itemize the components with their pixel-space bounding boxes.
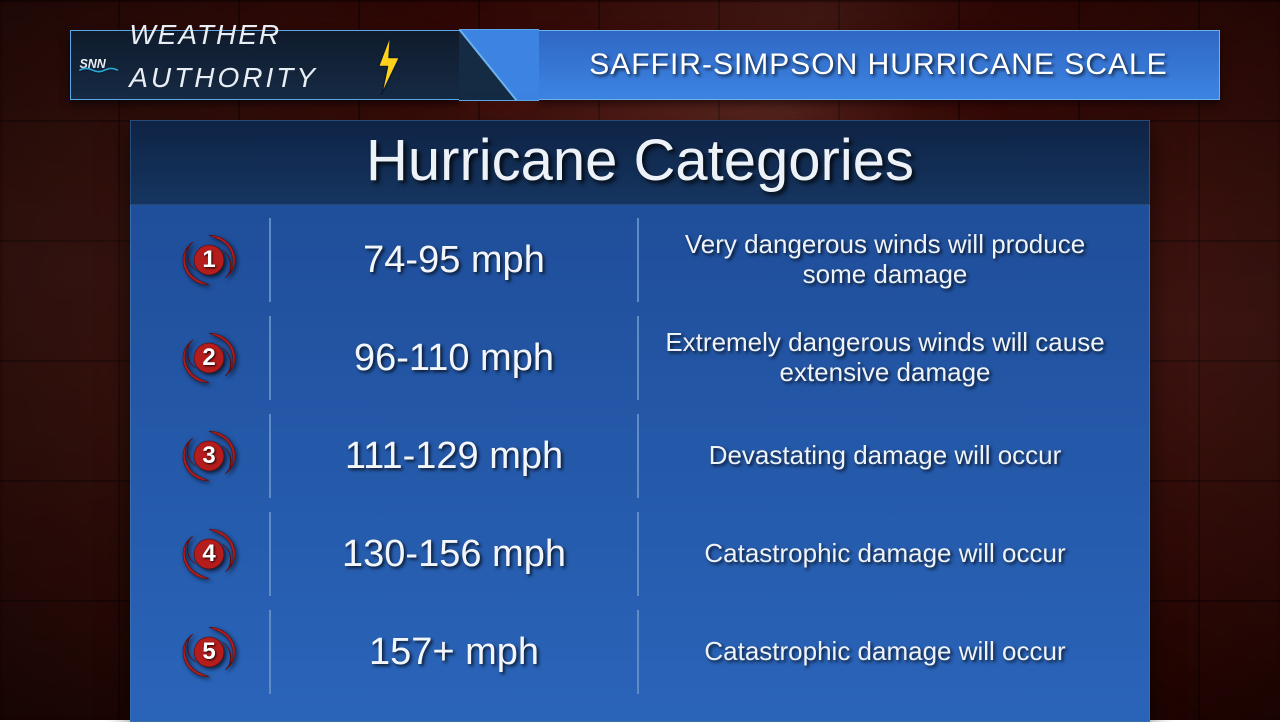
table-row: 4 130-156 mph Catastrophic damage will o…	[149, 505, 1131, 603]
description-cell: Very dangerous winds will produce some d…	[639, 230, 1131, 290]
category-number: 4	[178, 523, 240, 585]
panel-heading: Hurricane Categories	[130, 120, 1150, 205]
wind-speed-text: 96-110 mph	[354, 337, 554, 380]
description-cell: Catastrophic damage will occur	[639, 637, 1131, 667]
category-icon-cell: 4	[149, 523, 269, 585]
lightning-bolt-icon	[314, 35, 464, 95]
banner-diagonal-divider	[460, 30, 538, 100]
header-banner: SNN WEATHER AUTHORITY SAFFIR-SIMPSON HUR…	[70, 30, 1220, 100]
wind-speed-text: 111-129 mph	[345, 435, 563, 478]
logo-text-block: WEATHER AUTHORITY	[129, 22, 460, 109]
description-cell: Catastrophic damage will occur	[639, 539, 1131, 569]
wind-speed-cell: 111-129 mph	[269, 414, 639, 498]
description-text: Extremely dangerous winds will cause ext…	[661, 328, 1109, 388]
table-row: 3 111-129 mph Devastating damage will oc…	[149, 407, 1131, 505]
categories-panel: Hurricane Categories 1 74-95 mph Very da…	[130, 120, 1150, 722]
panel-body: 1 74-95 mph Very dangerous winds will pr…	[130, 205, 1150, 722]
logo-line2: AUTHORITY	[129, 48, 460, 108]
category-icon-cell: 5	[149, 621, 269, 683]
wind-speed-cell: 157+ mph	[269, 610, 639, 694]
snn-logo-icon: SNN	[79, 35, 125, 95]
table-row: 1 74-95 mph Very dangerous winds will pr…	[149, 211, 1131, 309]
wind-speed-cell: 96-110 mph	[269, 316, 639, 400]
hurricane-icon: 2	[178, 327, 240, 389]
description-text: Very dangerous winds will produce some d…	[661, 230, 1109, 290]
hurricane-icon: 5	[178, 621, 240, 683]
wind-speed-cell: 130-156 mph	[269, 512, 639, 596]
wind-speed-cell: 74-95 mph	[269, 218, 639, 302]
description-cell: Devastating damage will occur	[639, 441, 1131, 471]
category-number: 1	[178, 229, 240, 291]
description-cell: Extremely dangerous winds will cause ext…	[639, 328, 1131, 388]
description-text: Catastrophic damage will occur	[704, 637, 1065, 667]
hurricane-icon: 4	[178, 523, 240, 585]
table-row: 2 96-110 mph Extremely dangerous winds w…	[149, 309, 1131, 407]
hurricane-icon: 1	[178, 229, 240, 291]
description-text: Catastrophic damage will occur	[704, 539, 1065, 569]
category-number: 5	[178, 621, 240, 683]
wind-speed-text: 74-95 mph	[363, 239, 545, 282]
category-icon-cell: 1	[149, 229, 269, 291]
category-number: 2	[178, 327, 240, 389]
banner-title-text: SAFFIR-SIMPSON HURRICANE SCALE	[589, 48, 1167, 82]
category-number: 3	[178, 425, 240, 487]
category-icon-cell: 3	[149, 425, 269, 487]
panel-title: Hurricane Categories	[366, 128, 914, 193]
wind-speed-text: 130-156 mph	[342, 533, 566, 576]
wind-speed-text: 157+ mph	[369, 631, 539, 674]
banner-title-block: SAFFIR-SIMPSON HURRICANE SCALE	[538, 30, 1220, 100]
network-logo-block: SNN WEATHER AUTHORITY	[70, 30, 460, 100]
category-icon-cell: 2	[149, 327, 269, 389]
hurricane-icon: 3	[178, 425, 240, 487]
description-text: Devastating damage will occur	[709, 441, 1062, 471]
table-row: 5 157+ mph Catastrophic damage will occu…	[149, 603, 1131, 701]
